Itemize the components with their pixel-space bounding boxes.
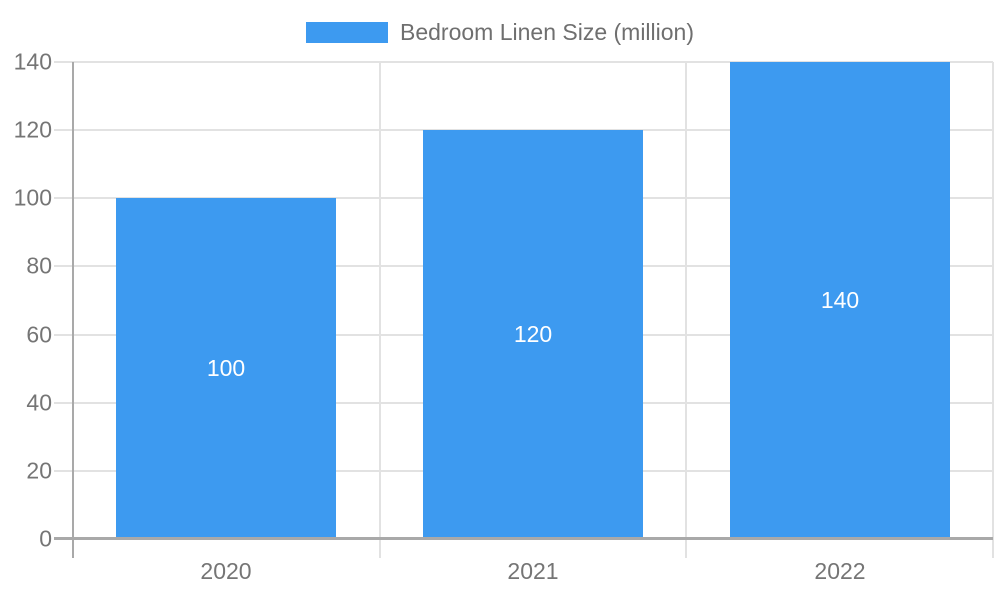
legend-swatch: [305, 22, 388, 43]
x-tick-label: 2020: [200, 558, 252, 584]
x-tick-label: 2022: [814, 558, 866, 584]
gridline-vertical: [685, 62, 687, 558]
y-tick-label: 60: [26, 321, 52, 348]
x-axis-line: [54, 537, 993, 540]
y-tick-label: 0: [39, 525, 52, 552]
y-tick-label: 80: [26, 252, 52, 279]
bar-value-label: 140: [820, 287, 860, 313]
bar-value-label: 100: [206, 355, 246, 381]
y-tick-label: 120: [13, 116, 52, 143]
gridline-vertical: [379, 62, 381, 558]
y-axis-line: [72, 62, 74, 558]
x-tick-label: 2021: [507, 558, 559, 584]
y-tick-label: 40: [26, 389, 52, 416]
gridline-horizontal: [54, 61, 993, 63]
bar-value-label: 120: [513, 321, 553, 347]
plot-area: 0 20 40 60 80 100 120 140 100 2020 120 2021 140 2022: [14, 49, 994, 584]
gridline-vertical: [992, 62, 994, 558]
y-tick-label: 140: [13, 48, 52, 75]
chart-legend: Bedroom Linen Size (million): [305, 19, 695, 45]
bar: 120: [423, 130, 643, 539]
bar: 140: [730, 62, 950, 539]
y-tick-label: 100: [13, 184, 52, 211]
y-tick-label: 20: [26, 457, 52, 484]
bar: 100: [116, 198, 336, 539]
legend-label: Bedroom Linen Size (million): [399, 19, 695, 45]
